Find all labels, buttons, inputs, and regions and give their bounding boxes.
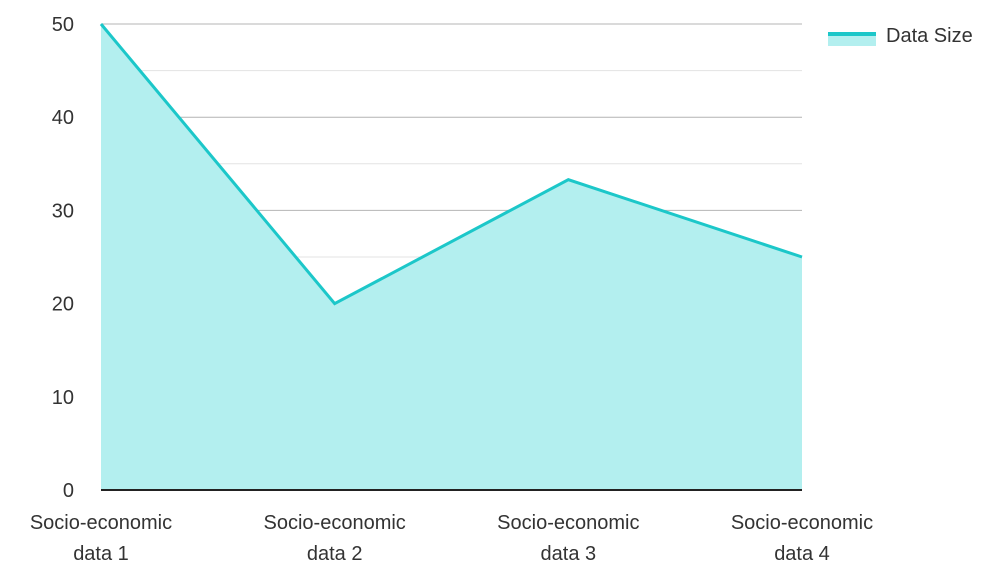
y-tick-label: 40 (52, 107, 74, 129)
series-area-fill (101, 24, 802, 490)
data-point[interactable] (97, 20, 105, 28)
data-point[interactable] (331, 300, 339, 308)
series-line (99, 23, 803, 306)
y-tick-label: 0 (63, 480, 74, 502)
x-tick-label: Socio-economic data 1 (30, 512, 172, 562)
x-axis-tick-labels: Socio-economic data 1 Socio-economic data 2… (30, 512, 873, 562)
data-point[interactable] (798, 253, 806, 261)
y-tick-label: 50 (52, 14, 74, 36)
y-tick-label: 10 (52, 387, 74, 409)
y-tick-label: 30 (52, 200, 74, 222)
legend-label: Data Size (886, 25, 973, 47)
data-point[interactable] (564, 176, 572, 184)
series-line-group (97, 20, 806, 308)
x-tick-label: Socio-economic data 3 (497, 512, 639, 562)
legend[interactable]: Data Size (828, 25, 973, 47)
y-tick-label: 20 (52, 294, 74, 316)
x-tick-label: Socio-economic data 4 (731, 512, 873, 562)
y-axis-tick-labels: 0 10 20 30 40 50 (52, 14, 74, 502)
series-area (101, 24, 802, 490)
x-tick-label: Socio-economic data 2 (264, 512, 406, 562)
